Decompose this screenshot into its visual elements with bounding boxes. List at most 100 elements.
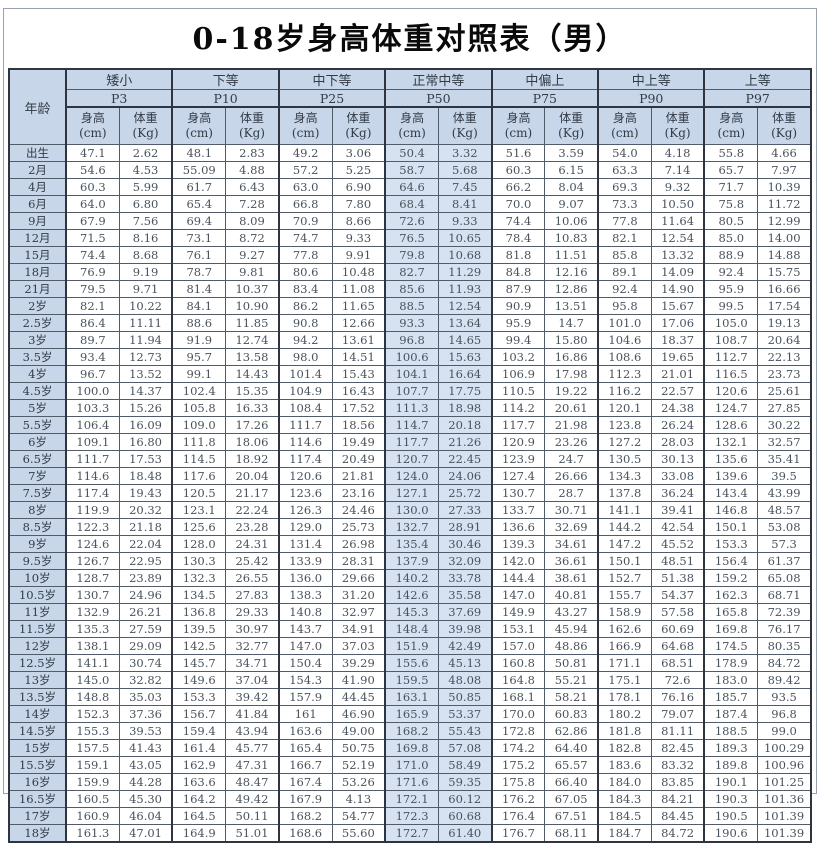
weight-cell: 17.54 [757,297,812,315]
age-cell: 14岁 [8,705,67,723]
weight-cell: 7.97 [757,161,812,179]
weight-cell: 34.71 [225,654,280,672]
weight-cell: 83.32 [650,756,705,774]
height-cell: 141.1 [64,654,120,672]
height-cell: 120.9 [490,433,546,451]
weight-cell: 68.71 [757,586,812,604]
height-cell: 81.4 [171,280,227,298]
height-cell: 82.1 [64,297,120,315]
height-cell: 122.3 [64,518,120,536]
height-cell: 84.1 [171,297,227,315]
weight-cell: 60.68 [437,807,493,825]
weight-cell: 62.86 [544,722,599,740]
percentile-p50: P50 [384,89,493,108]
height-cell: 185.7 [703,688,759,706]
height-cell: 80.5 [703,212,759,230]
height-cell: 86.4 [64,314,120,332]
height-cell: 85.6 [384,280,439,298]
height-cell: 141.1 [597,501,652,519]
weight-cell: 84.72 [650,824,705,843]
height-cell: 168.6 [277,824,333,843]
height-cell: 164.2 [171,790,227,808]
weight-cell: 10.48 [331,263,386,281]
table-row: 13.5岁 148.8 35.03 153.3 39.42 157.9 44.45 163.1… [8,688,812,706]
weight-cell: 43.05 [118,756,173,774]
height-cell: 67.9 [64,212,120,230]
height-cell: 108.4 [277,399,333,417]
weight-cell: 9.07 [544,195,599,213]
height-cell: 144.4 [490,569,546,587]
weight-cell: 10.90 [225,297,280,315]
height-cell: 165.9 [384,705,439,723]
height-cell: 76.5 [384,229,439,247]
weight-cell: 18.37 [650,331,705,349]
weight-cell: 48.08 [437,671,493,689]
table-row: 13岁 145.0 32.82 149.6 37.04 154.3 41.90 159.5 48… [8,671,812,689]
weight-cell: 61.37 [757,552,812,570]
weight-cell: 45.13 [437,654,493,672]
height-column-header: 身高 (cm) [703,106,759,145]
height-cell: 75.8 [703,195,759,213]
weight-cell: 8.66 [331,212,386,230]
height-cell: 123.6 [277,484,333,502]
height-cell: 159.4 [171,722,227,740]
group-header-p50: 正常中等 [384,68,493,90]
weight-cell: 89.42 [757,671,812,689]
weight-cell: 20.18 [437,416,493,434]
weight-cell: 67.05 [544,790,599,808]
height-cell: 60.3 [64,178,120,196]
weight-cell: 52.19 [331,756,386,774]
weight-cell: 8.72 [225,229,280,247]
height-cell: 127.4 [490,467,546,485]
height-cell: 54.6 [64,161,120,179]
weight-cell: 101.39 [757,824,812,843]
weight-cell: 15.63 [437,348,493,366]
age-cell: 16.5岁 [8,790,67,808]
height-cell: 132.9 [64,603,120,621]
weight-cell: 26.24 [650,416,705,434]
height-cell: 169.8 [384,739,439,757]
weight-cell: 32.82 [118,671,173,689]
weight-cell: 15.80 [544,331,599,349]
height-cell: 78.4 [490,229,546,247]
height-cell: 132.3 [171,569,227,587]
height-cell: 73.1 [171,229,227,247]
weight-cell: 4.13 [331,790,386,808]
height-cell: 99.5 [703,297,759,315]
height-cell: 128.7 [64,569,120,587]
weight-cell: 14.7 [544,314,599,332]
height-cell: 100.0 [64,382,120,400]
weight-cell: 44.28 [118,773,173,791]
weight-cell: 18.48 [118,467,173,485]
growth-table: 年龄 矮小 下等 中下等 正常中等 中偏上 中上等 上等 P3 P10 P25 … [8,68,812,843]
weight-cell: 60.12 [437,790,493,808]
age-cell: 5.5岁 [8,416,67,434]
height-cell: 190.5 [703,807,759,825]
weight-cell: 30.22 [757,416,812,434]
age-cell: 12岁 [8,637,67,655]
height-cell: 149.9 [490,603,546,621]
weight-cell: 26.66 [544,467,599,485]
weight-cell: 32.69 [544,518,599,536]
height-cell: 155.6 [384,654,439,672]
height-cell: 139.6 [703,467,759,485]
weight-cell: 10.68 [437,246,493,264]
height-cell: 159.1 [64,756,120,774]
weight-cell: 96.8 [757,705,812,723]
height-cell: 178.9 [703,654,759,672]
height-cell: 130.7 [64,586,120,604]
height-cell: 138.3 [277,586,333,604]
weight-cell: 29.09 [118,637,173,655]
weight-cell: 17.06 [650,314,705,332]
age-cell: 2.5岁 [8,314,67,332]
weight-cell: 53.26 [331,773,386,791]
table-row: 17岁 160.9 46.04 164.5 50.11 168.2 54.77 172.3 60… [8,807,812,825]
weight-cell: 19.13 [757,314,812,332]
weight-cell: 25.61 [757,382,812,400]
height-cell: 153.3 [171,688,227,706]
weight-cell: 37.36 [118,705,173,723]
weight-cell: 8.09 [225,212,280,230]
height-cell: 82.1 [597,229,652,247]
height-column-header: 身高 (cm) [277,106,333,145]
weight-cell: 35.41 [757,450,812,468]
